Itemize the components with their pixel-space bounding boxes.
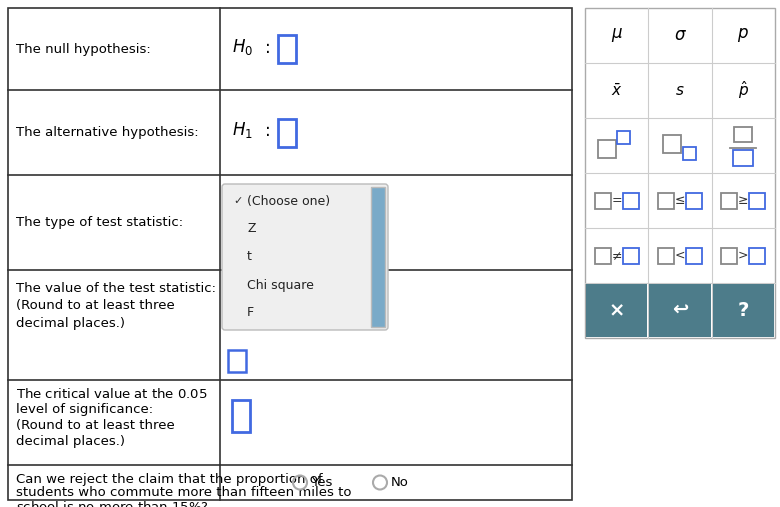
Text: ≥: ≥ — [738, 194, 749, 207]
Bar — [278, 35, 296, 63]
Bar — [750, 247, 765, 264]
Text: (Round to at least three: (Round to at least three — [16, 419, 175, 432]
Text: ?: ? — [738, 301, 749, 320]
Bar — [658, 247, 674, 264]
Text: The value of the test statistic:: The value of the test statistic: — [16, 281, 216, 295]
Text: level of significance:: level of significance: — [16, 404, 153, 416]
Text: ✓: ✓ — [233, 196, 243, 206]
Text: $\bar{x}$: $\bar{x}$ — [611, 83, 622, 98]
Bar — [594, 247, 611, 264]
Bar — [371, 187, 385, 327]
Text: The type of test statistic:: The type of test statistic: — [16, 216, 183, 229]
Bar — [733, 150, 753, 165]
Text: The null hypothesis:: The null hypothesis: — [16, 43, 151, 55]
Bar — [617, 131, 630, 144]
Bar — [750, 193, 765, 208]
Text: The alternative hypothesis:: The alternative hypothesis: — [16, 126, 199, 139]
Text: (Choose one): (Choose one) — [247, 195, 330, 207]
Text: <: < — [675, 249, 686, 262]
FancyBboxPatch shape — [222, 184, 388, 330]
Text: students who commute more than fifteen miles to: students who commute more than fifteen m… — [16, 487, 352, 499]
Text: decimal places.): decimal places.) — [16, 317, 125, 331]
Text: ≠: ≠ — [612, 249, 622, 262]
Text: No: No — [391, 476, 409, 489]
Text: :: : — [265, 39, 271, 57]
Text: school is no more than $15\%$?: school is no more than $15\%$? — [16, 500, 209, 507]
Text: $p$: $p$ — [737, 26, 750, 45]
Text: The critical value at the $0.05$: The critical value at the $0.05$ — [16, 387, 207, 401]
Bar — [734, 127, 753, 142]
Bar — [649, 284, 711, 337]
Bar — [586, 284, 647, 337]
Text: $H_1$: $H_1$ — [232, 121, 253, 140]
Bar — [597, 139, 615, 158]
Bar — [585, 8, 775, 338]
Bar — [232, 400, 250, 432]
Bar — [594, 193, 611, 208]
Text: $H_0$: $H_0$ — [232, 37, 254, 57]
Text: >: > — [738, 249, 749, 262]
Text: F: F — [247, 307, 254, 319]
Bar — [8, 8, 572, 500]
Text: Yes: Yes — [311, 476, 332, 489]
Bar — [686, 193, 702, 208]
Bar — [622, 247, 639, 264]
Bar — [278, 119, 296, 147]
Text: Chi square: Chi square — [247, 278, 314, 292]
Bar — [228, 350, 246, 372]
Text: (Round to at least three: (Round to at least three — [16, 300, 175, 312]
Text: $s$: $s$ — [675, 83, 685, 98]
Bar — [713, 284, 774, 337]
Bar — [371, 187, 385, 327]
Text: ↩: ↩ — [672, 301, 688, 320]
Text: Z: Z — [247, 223, 256, 235]
Bar — [686, 247, 702, 264]
Text: decimal places.): decimal places.) — [16, 436, 125, 449]
Bar — [722, 247, 737, 264]
Bar — [658, 193, 674, 208]
Text: $\sigma$: $\sigma$ — [673, 26, 686, 45]
Text: t: t — [247, 250, 252, 264]
Text: =: = — [612, 194, 622, 207]
Bar — [663, 134, 681, 153]
Text: $\mu$: $\mu$ — [611, 26, 622, 45]
Bar — [622, 193, 639, 208]
Text: $\hat{p}$: $\hat{p}$ — [738, 80, 749, 101]
Text: ×: × — [608, 301, 625, 320]
Text: ≤: ≤ — [675, 194, 686, 207]
Bar — [682, 147, 696, 160]
Bar — [722, 193, 737, 208]
Text: Can we reject the claim that the proportion of: Can we reject the claim that the proport… — [16, 473, 323, 486]
Text: :: : — [265, 123, 271, 140]
